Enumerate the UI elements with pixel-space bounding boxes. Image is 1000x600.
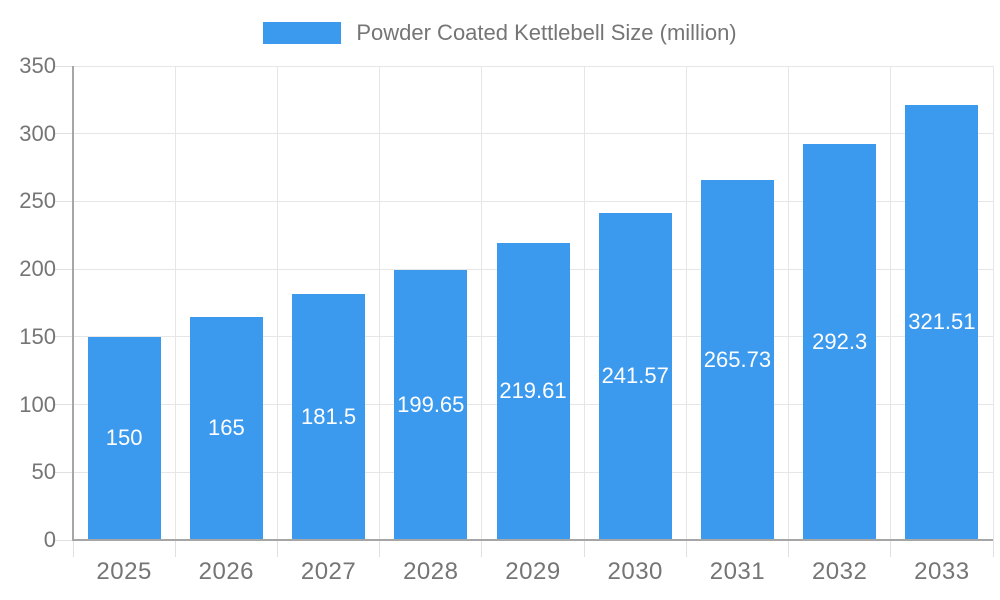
x-tick-label: 2028 (403, 558, 459, 585)
gridline-vertical (583, 66, 585, 540)
y-axis-tick (53, 133, 73, 135)
bar[interactable] (87, 336, 161, 540)
y-tick-label: 350 (19, 53, 56, 78)
x-axis-tick (685, 540, 687, 557)
x-tick-label: 2031 (709, 558, 766, 585)
y-tick-label: 100 (19, 391, 56, 417)
y-axis-tick (53, 404, 73, 406)
gridline-vertical (890, 66, 892, 540)
x-axis-tick (174, 540, 176, 557)
bar-value-label: 292.3 (812, 329, 868, 355)
bar-value-label: 321.51 (908, 309, 976, 335)
bar-value-label: 241.57 (601, 363, 669, 389)
x-axis-tick (890, 540, 892, 557)
gridline-vertical (481, 66, 483, 540)
y-tick-label: 300 (19, 120, 56, 146)
x-axis-tick (276, 540, 278, 557)
x-axis-tick (992, 540, 994, 557)
bar-value-label: 265.73 (703, 347, 772, 373)
gridline-vertical (685, 66, 687, 540)
x-axis-tick (481, 540, 483, 557)
x-axis-tick (583, 540, 585, 557)
bar[interactable] (394, 269, 468, 540)
bar[interactable] (496, 242, 570, 540)
x-tick-label: 2029 (505, 558, 561, 585)
bar[interactable] (700, 180, 774, 540)
x-axis-line (73, 539, 993, 541)
y-axis-tick (53, 268, 73, 270)
gridline-horizontal (73, 200, 993, 202)
bar[interactable] (803, 144, 877, 540)
y-axis-tick (53, 65, 73, 67)
x-tick-label: 2032 (811, 558, 868, 585)
y-tick-label: 200 (19, 256, 56, 282)
legend-swatch (263, 22, 342, 44)
gridline-vertical (276, 66, 278, 540)
bar-value-label: 219.61 (499, 378, 567, 404)
gridline-vertical (788, 66, 790, 540)
y-axis-tick (53, 471, 73, 473)
gridline-vertical (174, 66, 176, 540)
x-axis-tick (788, 540, 790, 557)
y-axis-tick (53, 336, 73, 338)
x-tick-label: 2033 (914, 558, 970, 585)
bar-value-label: 181.5 (301, 404, 357, 430)
y-axis-tick (53, 200, 73, 202)
legend[interactable]: Powder Coated Kettlebell Size (million) (0, 22, 1000, 44)
legend-label: Powder Coated Kettlebell Size (million) (356, 20, 737, 45)
y-axis-tick (53, 539, 73, 541)
y-axis-line (72, 66, 74, 541)
gridline-vertical (992, 66, 994, 540)
bar-value-label: 150 (105, 425, 143, 451)
x-axis-tick (72, 540, 74, 557)
gridline-horizontal (73, 133, 993, 135)
x-tick-label: 2027 (300, 558, 357, 585)
y-tick-label: 250 (19, 188, 56, 214)
x-tick-label: 2025 (96, 558, 152, 585)
y-tick-label: 150 (19, 323, 56, 349)
x-tick-label: 2030 (607, 558, 663, 585)
bar[interactable] (598, 212, 672, 540)
bar[interactable] (905, 104, 979, 540)
gridline-horizontal (73, 65, 993, 67)
y-tick-label: 0 (43, 527, 56, 552)
gridline-vertical (379, 66, 381, 540)
bar-value-label: 199.65 (397, 391, 465, 417)
x-tick-label: 2026 (198, 558, 255, 585)
bar[interactable] (189, 316, 263, 540)
x-axis-tick (379, 540, 381, 557)
bar-value-label: 165 (207, 415, 245, 441)
bar[interactable] (292, 294, 366, 540)
y-tick-label: 50 (31, 459, 56, 485)
